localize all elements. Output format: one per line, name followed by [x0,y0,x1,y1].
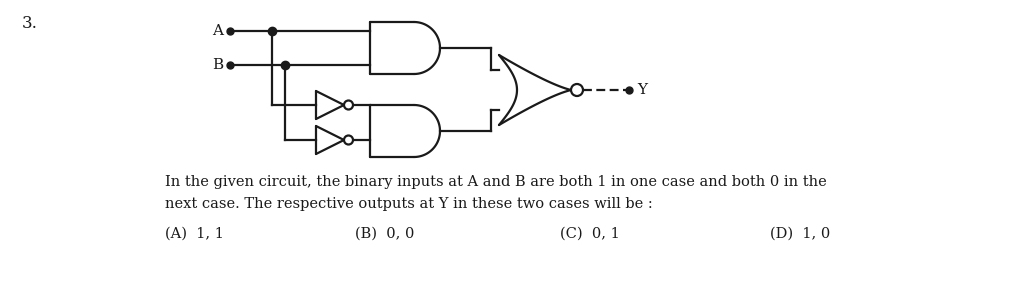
Text: next case. The respective outputs at Y in these two cases will be :: next case. The respective outputs at Y i… [165,197,652,211]
Text: In the given circuit, the binary inputs at A and B are both 1 in one case and bo: In the given circuit, the binary inputs … [165,175,826,189]
Circle shape [571,84,583,96]
Text: 3.: 3. [22,15,38,32]
Text: (D)  1, 0: (D) 1, 0 [770,227,830,241]
Text: Y: Y [637,83,647,97]
Text: B: B [212,58,223,72]
Text: (B)  0, 0: (B) 0, 0 [355,227,415,241]
Text: (C)  0, 1: (C) 0, 1 [560,227,620,241]
Circle shape [344,135,353,145]
Text: A: A [212,24,223,38]
Text: (A)  1, 1: (A) 1, 1 [165,227,224,241]
Circle shape [344,101,353,109]
